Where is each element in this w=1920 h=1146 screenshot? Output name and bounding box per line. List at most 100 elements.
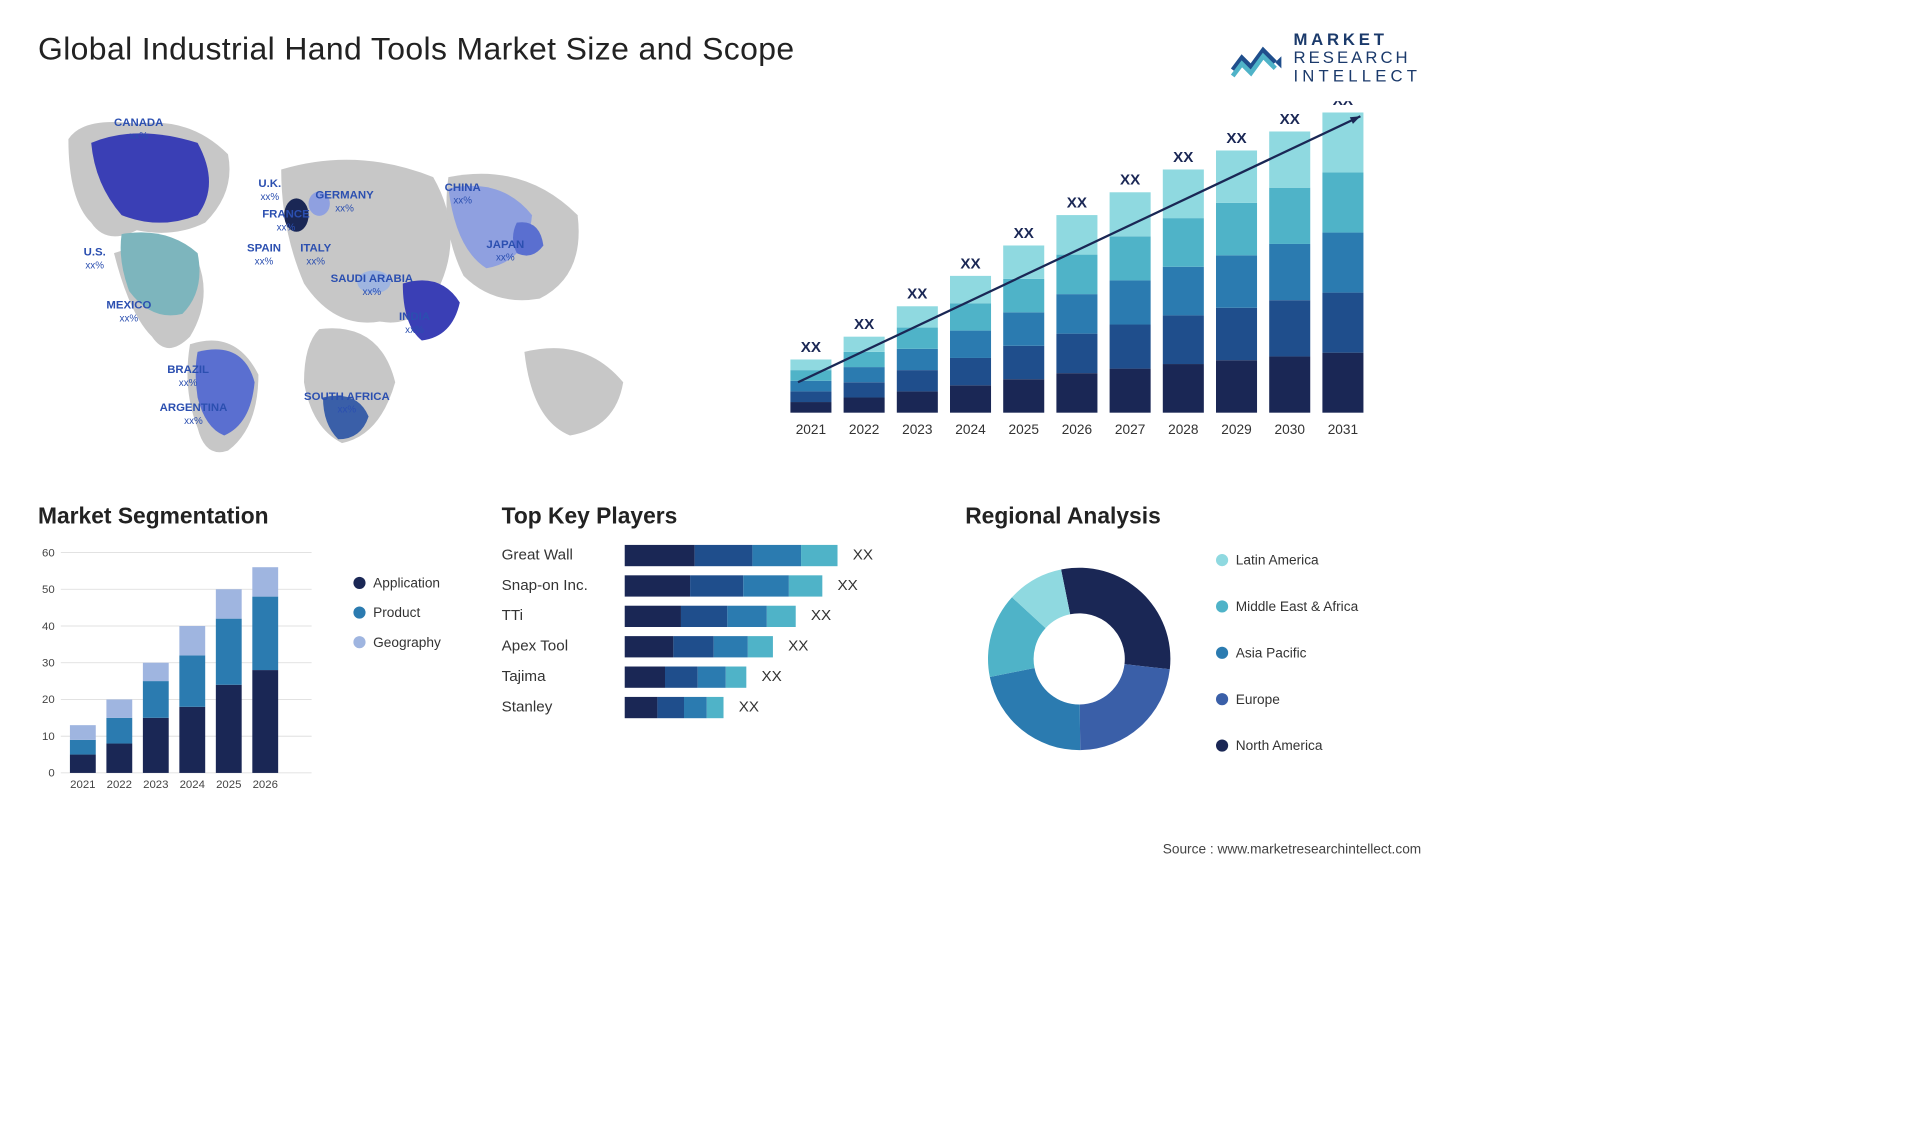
- player-name: Tajima: [502, 668, 616, 685]
- main-bar-year: 2029: [1221, 422, 1251, 437]
- map-label-south-africa: SOUTH AFRICAxx%: [304, 390, 390, 416]
- seg-bar-seg: [106, 717, 132, 743]
- main-bar-seg: [1003, 312, 1044, 345]
- seg-ytick: 50: [42, 584, 55, 596]
- main-bar-year: 2022: [849, 422, 879, 437]
- main-bar-value: XX: [1014, 225, 1034, 242]
- legend-swatch-icon: [1216, 554, 1228, 566]
- main-bar-seg: [1163, 364, 1204, 413]
- legend-label: Latin America: [1236, 552, 1319, 568]
- main-bar-seg: [790, 380, 831, 391]
- main-bar-seg: [1056, 373, 1097, 413]
- main-bar-seg: [1269, 131, 1310, 187]
- legend-label: Product: [373, 605, 420, 621]
- seg-bar-year: 2026: [253, 779, 278, 791]
- main-bar-seg: [897, 306, 938, 327]
- seg-bar-seg: [143, 681, 169, 718]
- map-label-argentina: ARGENTINAxx%: [160, 401, 228, 427]
- players-list: Great WallXXSnap-on Inc.XXTTiXXApex Tool…: [502, 545, 928, 718]
- seg-bar-seg: [252, 670, 278, 773]
- seg-legend-item: Product: [353, 605, 440, 621]
- main-bar-seg: [1003, 279, 1044, 312]
- player-bar-seg: [625, 636, 674, 657]
- player-bar-seg: [684, 697, 707, 718]
- main-bar-seg: [1216, 150, 1257, 202]
- player-bar-seg: [727, 605, 766, 626]
- legend-swatch-icon: [353, 607, 365, 619]
- legend-label: Asia Pacific: [1236, 645, 1307, 661]
- segmentation-section: Market Segmentation 01020304050602021202…: [38, 504, 464, 796]
- map-label-u-s-: U.S.xx%: [84, 245, 106, 271]
- regional-section: Regional Analysis Latin America Middle Ea…: [965, 504, 1421, 796]
- legend-label: North America: [1236, 738, 1323, 754]
- main-bar-seg: [1003, 345, 1044, 378]
- seg-bar-seg: [106, 699, 132, 717]
- main-bar-value: XX: [854, 316, 874, 333]
- main-bar-seg: [1269, 244, 1310, 300]
- seg-bar-seg: [216, 684, 242, 772]
- main-bar-seg: [790, 391, 831, 402]
- player-bar-seg: [767, 605, 796, 626]
- player-bar-seg: [707, 697, 724, 718]
- seg-ytick: 60: [42, 547, 55, 559]
- main-bar-seg: [1269, 356, 1310, 412]
- player-bar-seg: [657, 697, 684, 718]
- main-bar-seg: [1110, 236, 1151, 280]
- seg-legend-item: Application: [353, 575, 440, 591]
- main-bar-seg: [844, 352, 885, 367]
- logo-line3: INTELLECT: [1293, 67, 1421, 85]
- legend-label: Geography: [373, 634, 441, 650]
- player-value: XX: [788, 638, 808, 655]
- main-bar-year: 2031: [1328, 422, 1358, 437]
- player-name: Great Wall: [502, 546, 616, 563]
- seg-bar-seg: [143, 662, 169, 680]
- main-bar-year: 2030: [1275, 422, 1306, 437]
- main-bar-value: XX: [801, 339, 821, 356]
- main-bar-value: XX: [1333, 101, 1353, 109]
- main-bar-seg: [1163, 218, 1204, 267]
- player-bar-seg: [743, 575, 788, 596]
- player-bar-seg: [681, 605, 727, 626]
- map-label-japan: JAPANxx%: [486, 238, 524, 264]
- seg-bar-seg: [70, 754, 96, 772]
- seg-bar-seg: [106, 743, 132, 772]
- main-bar-seg: [844, 397, 885, 412]
- page-title: Global Industrial Hand Tools Market Size…: [38, 30, 795, 66]
- main-bar-seg: [1322, 112, 1363, 172]
- player-bar-seg: [801, 545, 837, 566]
- main-bar-seg: [1216, 307, 1257, 359]
- main-bar-seg: [1322, 172, 1363, 232]
- map-label-canada: CANADAxx%: [114, 116, 163, 142]
- seg-bar-seg: [216, 589, 242, 618]
- main-bar-year: 2025: [1009, 422, 1040, 437]
- player-bar-seg: [748, 636, 773, 657]
- donut-chart-svg: [965, 545, 1193, 773]
- legend-label: Middle East & Africa: [1236, 599, 1358, 615]
- player-row: Great WallXX: [502, 545, 928, 566]
- player-bar: [625, 636, 773, 657]
- seg-bar-year: 2024: [180, 779, 205, 791]
- main-bar-seg: [897, 349, 938, 370]
- main-bar-year: 2021: [796, 422, 826, 437]
- map-label-france: FRANCExx%: [262, 207, 310, 233]
- player-bar-seg: [625, 575, 690, 596]
- main-bar-seg: [1322, 232, 1363, 292]
- logo-line2: RESEARCH: [1293, 49, 1421, 67]
- player-value: XX: [838, 577, 858, 594]
- main-bar-seg: [950, 276, 991, 303]
- main-bar-seg: [844, 367, 885, 382]
- main-bar-seg: [1003, 245, 1044, 278]
- donut-legend-item: Europe: [1216, 691, 1358, 707]
- legend-label: Europe: [1236, 691, 1280, 707]
- player-bar: [625, 545, 838, 566]
- player-bar-seg: [625, 697, 658, 718]
- map-label-china: CHINAxx%: [445, 181, 481, 207]
- regional-title: Regional Analysis: [965, 504, 1421, 530]
- player-bar-seg: [690, 575, 743, 596]
- main-bar-seg: [1056, 254, 1097, 294]
- seg-bar-seg: [143, 717, 169, 772]
- main-bar-value: XX: [1280, 111, 1300, 128]
- map-label-saudi-arabia: SAUDI ARABIAxx%: [331, 272, 414, 298]
- player-name: TTi: [502, 607, 616, 624]
- legend-swatch-icon: [1216, 600, 1228, 612]
